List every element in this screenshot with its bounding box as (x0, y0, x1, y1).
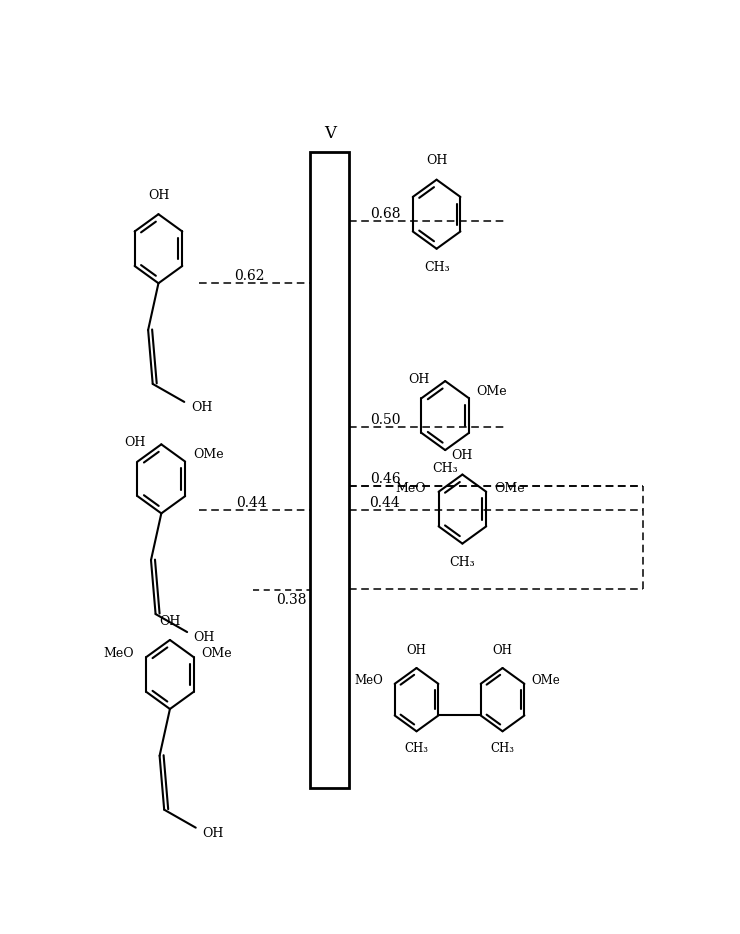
Text: MeO: MeO (396, 482, 426, 495)
Text: 0.50: 0.50 (370, 413, 400, 427)
Text: 0.62: 0.62 (234, 269, 264, 283)
Text: CH₃: CH₃ (491, 742, 514, 755)
Text: OMe: OMe (193, 448, 223, 460)
Text: OH: OH (124, 436, 145, 449)
Text: CH₃: CH₃ (432, 462, 458, 475)
Text: OMe: OMe (201, 647, 232, 660)
Text: OH: OH (191, 402, 212, 414)
Text: OH: OH (451, 449, 473, 462)
Text: 0.68: 0.68 (370, 207, 400, 221)
Text: V: V (324, 125, 336, 142)
Text: CH₃: CH₃ (405, 742, 428, 755)
Text: OH: OH (202, 827, 223, 840)
Text: 0.44: 0.44 (369, 496, 400, 510)
Text: CH₃: CH₃ (450, 556, 475, 569)
Text: 0.46: 0.46 (370, 472, 400, 486)
Text: OH: OH (194, 631, 215, 644)
Text: 0.44: 0.44 (236, 496, 266, 510)
Text: CH₃: CH₃ (424, 261, 449, 274)
Text: MeO: MeO (104, 647, 134, 660)
Text: OH: OH (493, 644, 513, 658)
Text: OH: OH (406, 644, 426, 658)
Text: 0.38: 0.38 (276, 593, 307, 607)
Text: OH: OH (408, 373, 429, 386)
Text: OMe: OMe (477, 385, 508, 398)
Text: OH: OH (159, 615, 181, 628)
Text: OH: OH (148, 189, 169, 202)
Bar (311, 151, 349, 788)
Text: OMe: OMe (532, 674, 561, 687)
Text: OH: OH (426, 154, 447, 167)
Text: MeO: MeO (354, 674, 383, 687)
Text: OMe: OMe (494, 482, 525, 495)
